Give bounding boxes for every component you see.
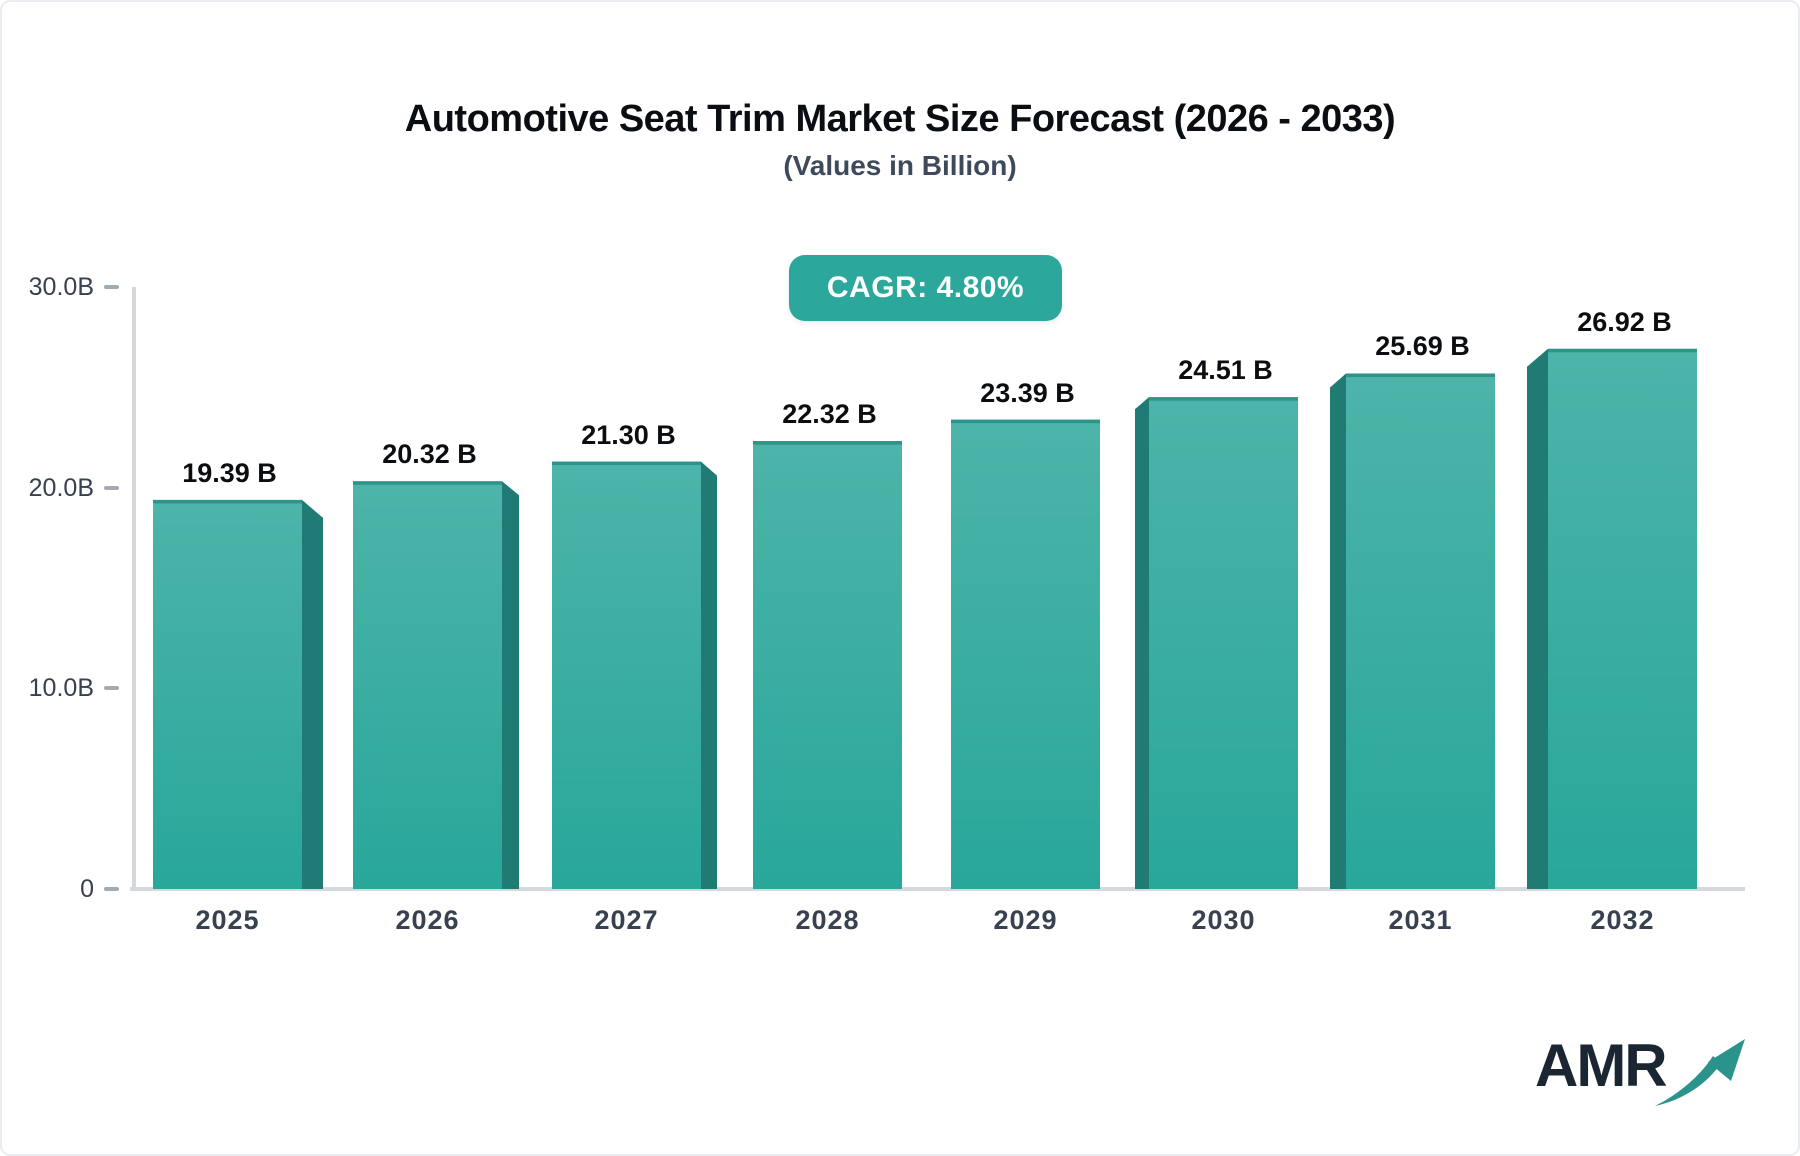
y-tick-mark [104, 686, 119, 691]
bar-2025 [153, 499, 323, 889]
bar-top-edge [153, 499, 302, 504]
bar-top-edge [1346, 373, 1495, 377]
y-tick-label: 20.0B [28, 473, 94, 502]
bar-top-edge [353, 481, 502, 485]
bar-front-face [1548, 348, 1697, 890]
bar-side-face [302, 499, 323, 889]
y-tick-label: 0 [80, 875, 94, 903]
bar-top-edge [1548, 348, 1697, 353]
bar-2026 [353, 481, 519, 889]
bar-value-label: 23.39 B [980, 377, 1075, 408]
bar-front-face [353, 481, 502, 889]
x-tick-label: 2029 [993, 905, 1058, 935]
bar-side-face [701, 461, 717, 889]
y-tick-mark [104, 887, 119, 891]
y-tick-label: 10.0B [28, 674, 94, 703]
bar-front-face [1346, 373, 1495, 890]
bar-side-face [1330, 373, 1346, 890]
bar-side-face [1135, 397, 1149, 889]
x-tick-label: 2026 [395, 905, 460, 935]
y-tick-label: 30.0B [28, 273, 94, 301]
bar-top-edge [552, 461, 701, 466]
bar-value-label: 24.51 B [1178, 355, 1273, 386]
x-tick-label: 2025 [195, 905, 260, 935]
bar-value-label: 19.39 B [182, 457, 277, 488]
bar-top-edge [951, 419, 1100, 424]
chart-title: Automotive Seat Trim Market Size Forecas… [404, 98, 1396, 140]
x-tick-label: 2031 [1388, 905, 1453, 935]
bar-value-label: 25.69 B [1375, 331, 1470, 362]
bar-top-edge [753, 441, 902, 445]
brand-logo-text: AMR [1535, 1032, 1668, 1099]
chart-subtitle: (Values in Billion) [783, 150, 1017, 181]
cagr-badge: CAGR: 4.80% [789, 255, 1062, 321]
x-axis-line [130, 887, 1745, 891]
bar-front-face [153, 499, 302, 889]
y-axis-line [132, 287, 136, 891]
bar-value-label: 22.32 B [782, 399, 877, 430]
growth-arrow-icon [1655, 1039, 1745, 1106]
bar-value-label: 21.30 B [581, 419, 676, 450]
y-tick-mark [104, 485, 119, 490]
bar-side-face [502, 481, 519, 889]
bar-2027 [552, 461, 717, 889]
x-tick-label: 2032 [1590, 905, 1655, 935]
bar-front-face [951, 419, 1100, 889]
x-tick-label: 2028 [795, 905, 860, 935]
y-tick-mark [104, 285, 119, 289]
bar-side-face [1527, 348, 1548, 890]
x-tick-label: 2027 [594, 905, 659, 935]
bar-front-face [753, 441, 902, 889]
bar-top-edge [1149, 397, 1298, 401]
x-tick-label: 2030 [1191, 905, 1256, 935]
bar-2031 [1330, 373, 1495, 890]
bar-2029 [951, 419, 1100, 889]
bar-2032 [1527, 348, 1697, 890]
bar-value-label: 26.92 B [1577, 306, 1672, 337]
bar-front-face [552, 461, 701, 889]
brand-logo: AMR [1535, 1032, 1745, 1116]
bar-2028 [753, 441, 902, 889]
bar-value-label: 20.32 B [382, 439, 477, 470]
bar-front-face [1149, 397, 1298, 889]
bar-2030 [1135, 397, 1298, 889]
